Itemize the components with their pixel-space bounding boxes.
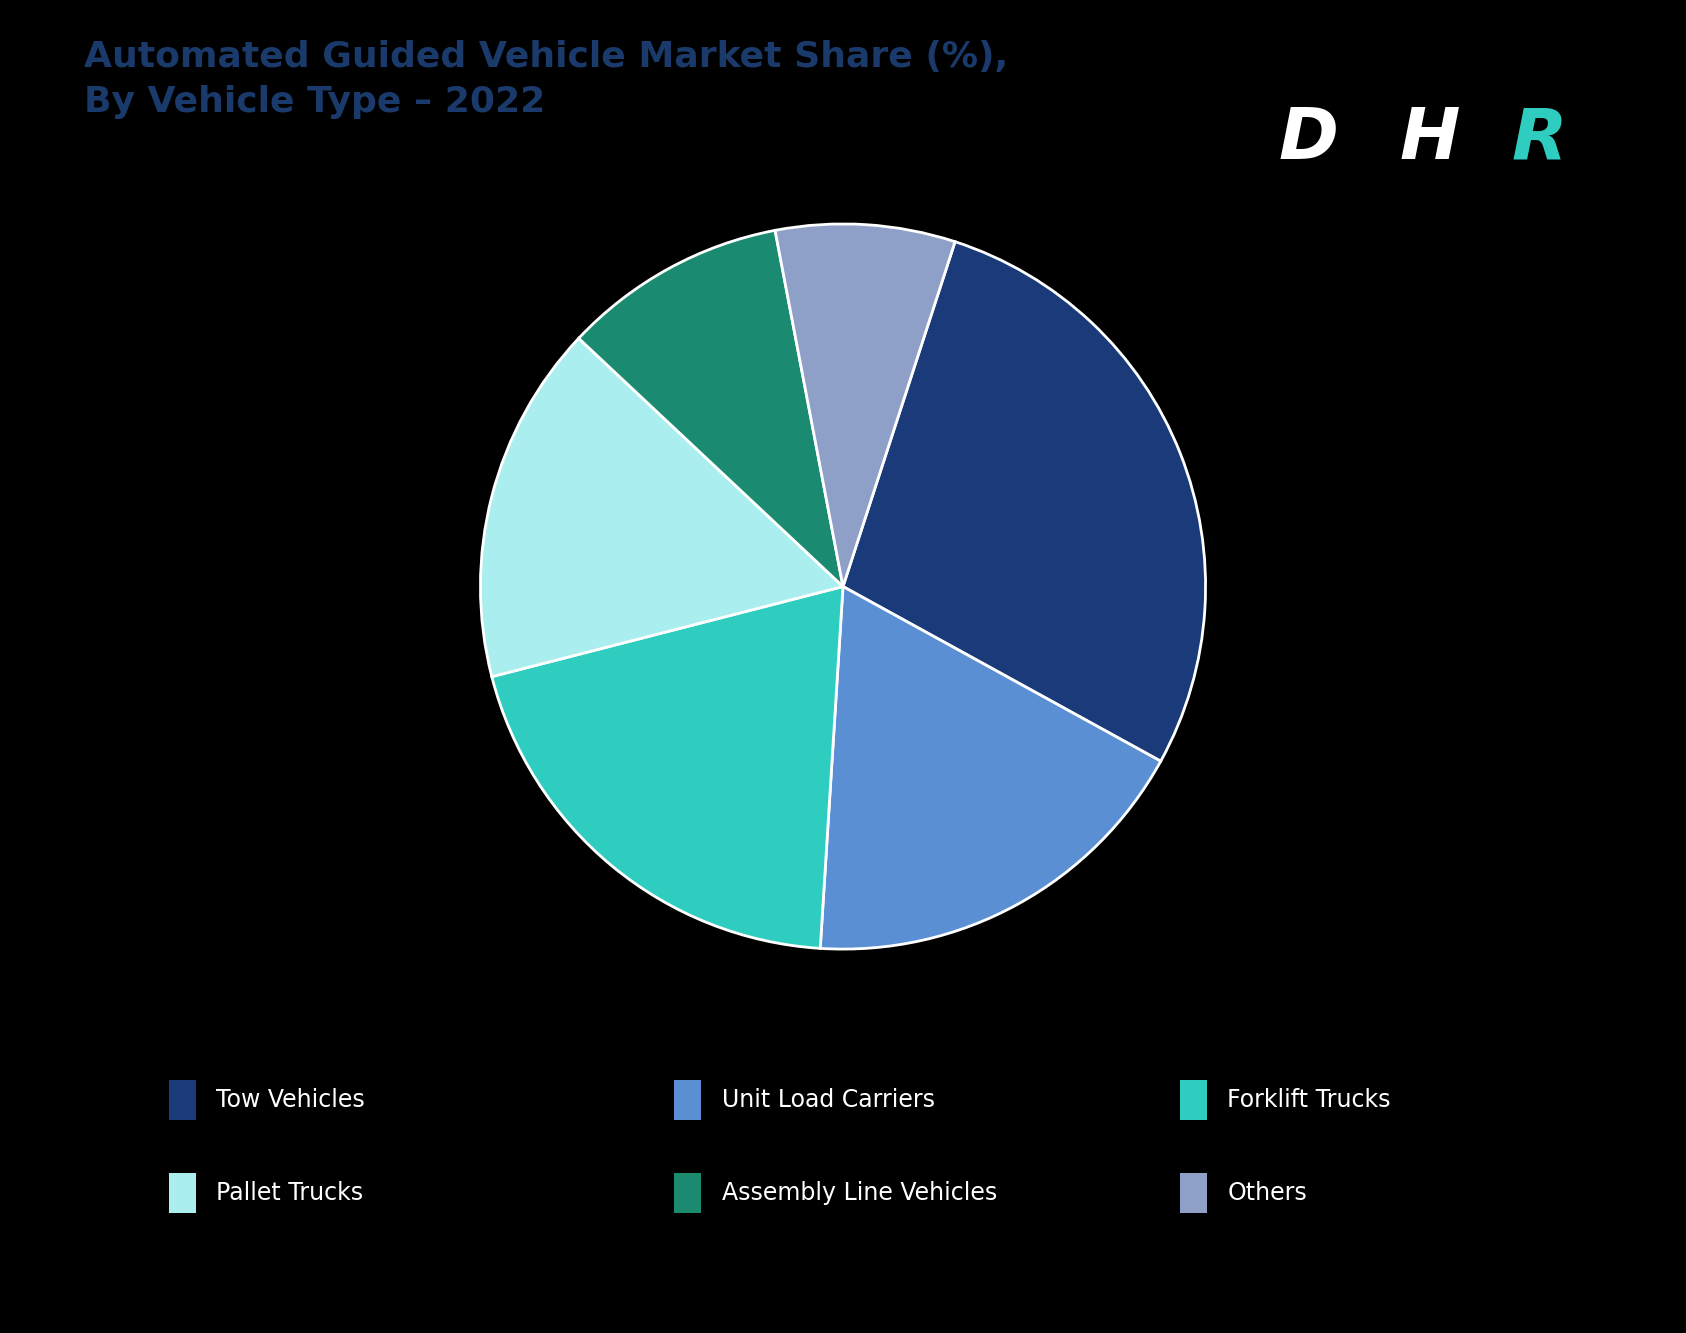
Wedge shape	[578, 231, 843, 587]
Wedge shape	[819, 587, 1160, 949]
Text: Automated Guided Vehicle Market Share (%),
By Vehicle Type – 2022: Automated Guided Vehicle Market Share (%…	[84, 40, 1008, 119]
Text: Tow Vehicles: Tow Vehicles	[216, 1088, 364, 1112]
Wedge shape	[492, 587, 843, 948]
Text: Others: Others	[1227, 1181, 1307, 1205]
Text: R: R	[1511, 105, 1566, 175]
Wedge shape	[481, 339, 843, 677]
Text: D: D	[1278, 105, 1339, 175]
Text: Assembly Line Vehicles: Assembly Line Vehicles	[722, 1181, 996, 1205]
Wedge shape	[776, 224, 954, 587]
Text: Forklift Trucks: Forklift Trucks	[1227, 1088, 1391, 1112]
Text: Pallet Trucks: Pallet Trucks	[216, 1181, 362, 1205]
Text: H: H	[1399, 105, 1460, 175]
Text: Unit Load Carriers: Unit Load Carriers	[722, 1088, 934, 1112]
Wedge shape	[843, 241, 1205, 761]
